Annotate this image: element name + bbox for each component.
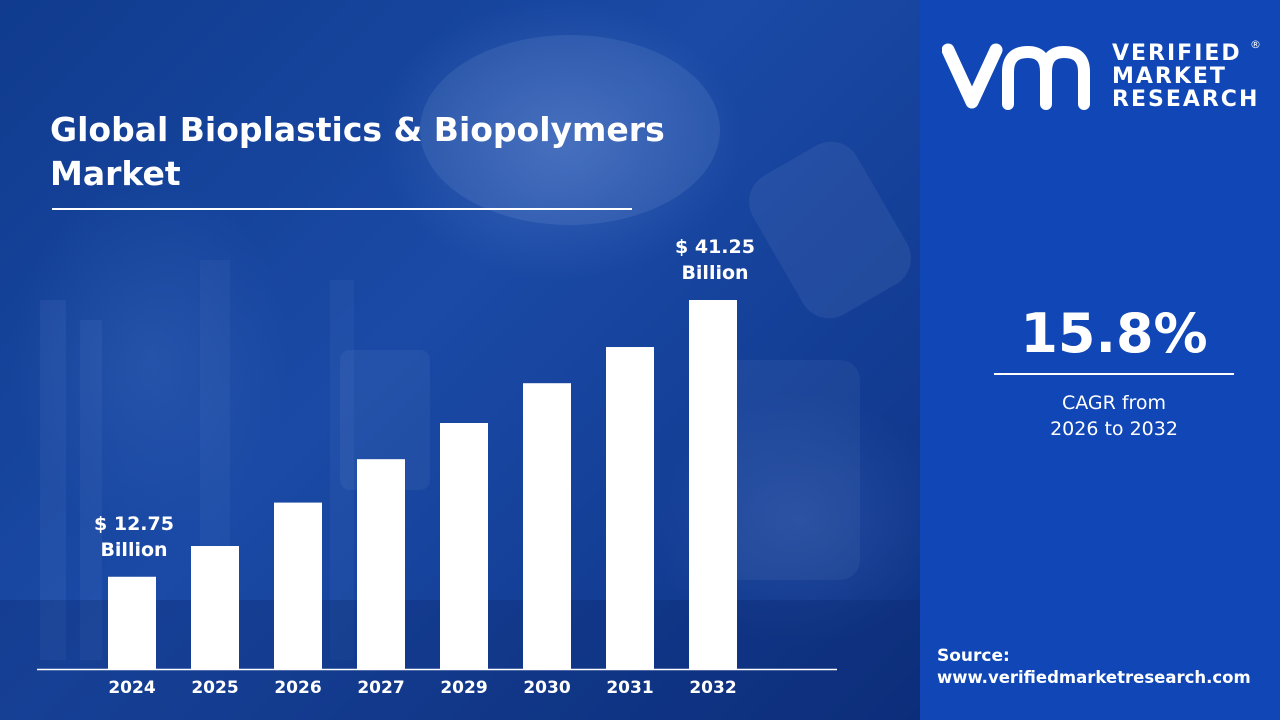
registered-mark: ® [1250,38,1261,51]
bar-2027 [357,459,405,669]
x-tick-label: 2031 [606,678,653,698]
brand-line: VERIFIED [1112,41,1242,66]
bar-2030 [523,383,571,669]
bar-chart: 2024 2025 2026 2027 2029 2030 2031 2032 $ 12.75 B… [37,236,837,698]
vmr-logo-icon [942,43,1090,110]
cagr-panel [920,0,1280,720]
data-label-2024: $ 12.75 [94,513,174,535]
cagr-label-line: CAGR from [1061,392,1167,414]
cagr-value: 15.8% [1020,302,1208,365]
data-label-2024: Billion [100,539,167,561]
x-tick-label: 2025 [191,678,238,698]
source-url[interactable]: www.verifiedmarketresearch.com [937,668,1251,687]
x-tick-label: 2029 [440,678,487,698]
cagr-label-line: 2026 to 2032 [1050,418,1178,440]
bar-2029 [440,423,488,669]
x-tick-label: 2032 [689,678,736,698]
x-tick-label: 2027 [357,678,404,698]
bar-2032 [689,300,737,669]
source-label: Source: [937,646,1010,666]
data-label-2032: $ 41.25 [675,236,755,258]
data-label-2032: Billion [681,262,748,284]
x-tick-label: 2030 [523,678,570,698]
x-tick-label: 2024 [108,678,155,698]
x-tick-label: 2026 [274,678,321,698]
brand-line: MARKET [1112,64,1227,89]
bar-2025 [191,546,239,669]
chart-title: Global Bioplastics & Biopolymers Market [50,110,665,193]
bar-2026 [274,502,322,669]
brand-name: VERIFIED MARKET RESEARCH [1112,42,1259,111]
cagr-label: CAGR from 2026 to 2032 [994,390,1234,442]
cagr-divider [994,373,1234,375]
title-underline [52,208,632,210]
brand-line: RESEARCH [1112,87,1260,112]
bar-2031 [606,347,654,669]
bar-2024 [108,576,156,669]
